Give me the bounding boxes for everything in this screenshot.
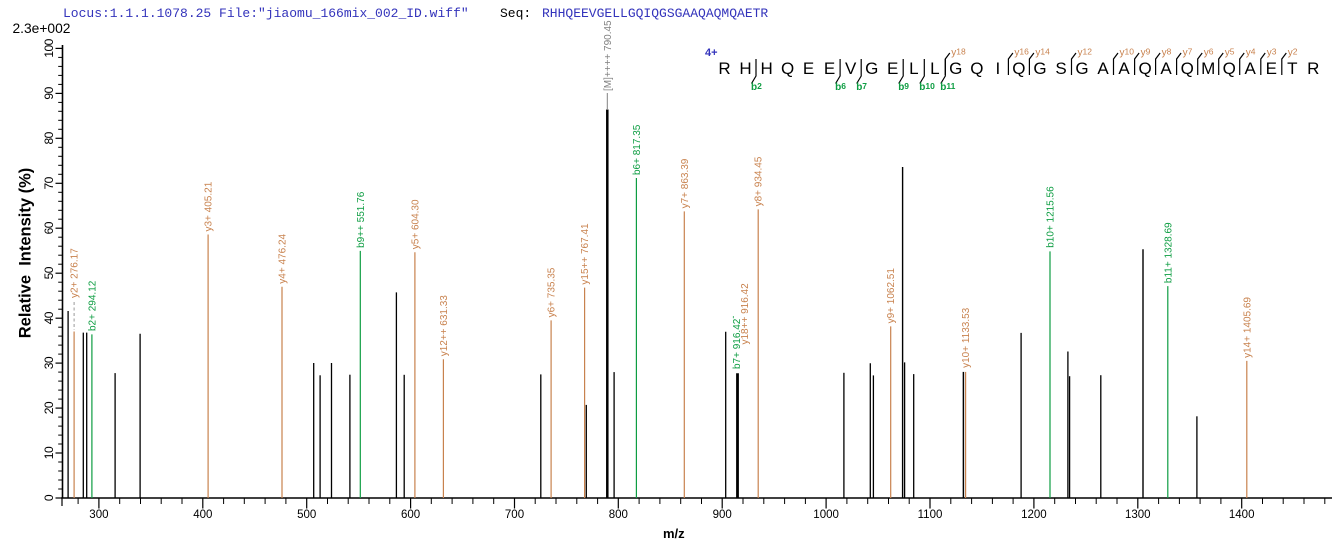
svg-text:y5: y5 <box>1225 47 1235 59</box>
svg-text:A: A <box>1160 59 1172 78</box>
svg-text:S: S <box>1055 59 1066 78</box>
svg-text:b6+ 817.35: b6+ 817.35 <box>632 124 643 175</box>
svg-text:1300: 1300 <box>1125 509 1151 521</box>
svg-text:y16: y16 <box>1014 47 1029 59</box>
svg-text:y2+ 276.17: y2+ 276.17 <box>70 248 81 298</box>
svg-text:M: M <box>1201 59 1215 78</box>
svg-text:2.3e+002: 2.3e+002 <box>13 21 71 36</box>
svg-text:400: 400 <box>193 509 212 521</box>
svg-text:20: 20 <box>42 401 56 414</box>
svg-text:y4: y4 <box>1246 47 1256 59</box>
svg-text:L: L <box>909 59 918 78</box>
svg-text:R: R <box>718 59 730 78</box>
svg-text:90: 90 <box>42 86 56 99</box>
svg-text:y18: y18 <box>951 47 966 59</box>
svg-text:y2: y2 <box>1288 47 1298 59</box>
svg-text:G: G <box>1075 59 1088 78</box>
svg-text:b9: b9 <box>898 81 909 93</box>
svg-text:A: A <box>1245 59 1257 78</box>
svg-text:E: E <box>887 59 898 78</box>
svg-text:b11: b11 <box>940 81 955 93</box>
svg-text:30: 30 <box>42 356 56 369</box>
svg-text:10: 10 <box>42 446 56 459</box>
svg-text:y7+ 863.39: y7+ 863.39 <box>680 158 691 208</box>
svg-text:1100: 1100 <box>918 509 943 521</box>
svg-text:H: H <box>739 59 751 78</box>
svg-text:y8+ 934.45: y8+ 934.45 <box>754 156 765 206</box>
svg-text:y3+ 405.21: y3+ 405.21 <box>204 181 215 231</box>
svg-text:4+: 4+ <box>705 47 718 59</box>
svg-text:b6: b6 <box>835 81 846 93</box>
svg-text:E: E <box>1266 59 1277 78</box>
svg-text:Seq:: Seq: <box>500 6 531 21</box>
svg-text:E: E <box>824 59 835 78</box>
svg-text:b9++ 551.76: b9++ 551.76 <box>356 191 367 248</box>
svg-text:y10: y10 <box>1120 47 1135 59</box>
svg-text:L: L <box>930 59 939 78</box>
svg-text:b11+ 1328.69: b11+ 1328.69 <box>1163 222 1174 283</box>
svg-text:G: G <box>1033 59 1046 78</box>
svg-text:500: 500 <box>297 509 316 521</box>
svg-text:100: 100 <box>42 38 56 57</box>
svg-text:80: 80 <box>42 131 56 144</box>
svg-text:m/z: m/z <box>663 526 685 541</box>
svg-text:1000: 1000 <box>813 509 839 521</box>
svg-text:600: 600 <box>401 509 420 521</box>
svg-text:R: R <box>1307 59 1319 78</box>
svg-text:800: 800 <box>609 509 628 521</box>
svg-text:Q: Q <box>1012 59 1025 78</box>
svg-text:E: E <box>803 59 814 78</box>
svg-text:y9+ 1062.51: y9+ 1062.51 <box>886 268 897 324</box>
svg-text:b10: b10 <box>919 81 935 93</box>
svg-text:y6: y6 <box>1204 47 1214 59</box>
svg-text:Q: Q <box>1223 59 1236 78</box>
svg-text:I: I <box>996 59 1001 78</box>
svg-text:y4+ 476.24: y4+ 476.24 <box>278 233 289 283</box>
svg-text:y5+ 604.30: y5+ 604.30 <box>410 199 421 249</box>
svg-text:y9: y9 <box>1141 47 1151 59</box>
svg-text:Locus:1.1.1.1078.25 File:"jiao: Locus:1.1.1.1078.25 File:"jiaomu_166mix_… <box>63 6 469 21</box>
svg-text:T: T <box>1287 59 1297 78</box>
svg-text:300: 300 <box>89 509 108 521</box>
svg-text:G: G <box>949 59 962 78</box>
svg-text:RHHQEEVGELLGQIQGSGAAQAQMQAETR: RHHQEEVGELLGQIQGSGAAQAQMQAETR <box>542 6 768 21</box>
svg-text:60: 60 <box>42 221 56 234</box>
svg-text:y6+ 735.35: y6+ 735.35 <box>547 267 558 317</box>
svg-text:0: 0 <box>42 494 56 501</box>
svg-text:y14+ 1405.69: y14+ 1405.69 <box>1242 297 1253 358</box>
svg-text:Q: Q <box>1181 59 1194 78</box>
svg-text:H: H <box>760 59 772 78</box>
svg-text:y8: y8 <box>1162 47 1172 59</box>
svg-text:y10+ 1133.53: y10+ 1133.53 <box>961 307 972 368</box>
svg-text:y14: y14 <box>1035 47 1050 59</box>
svg-text:b10+ 1215.56: b10+ 1215.56 <box>1046 186 1057 248</box>
svg-text:Relative Intensity (%): Relative Intensity (%) <box>17 168 35 339</box>
svg-text:V: V <box>845 59 857 78</box>
svg-text:70: 70 <box>42 176 56 189</box>
svg-text:40: 40 <box>42 311 56 324</box>
svg-text:y3: y3 <box>1267 47 1277 59</box>
svg-text:Q: Q <box>970 59 983 78</box>
svg-text:Q: Q <box>781 59 794 78</box>
svg-text:50: 50 <box>42 266 56 279</box>
svg-text:b7: b7 <box>856 81 867 93</box>
svg-text:700: 700 <box>505 509 524 521</box>
svg-text:y12: y12 <box>1078 47 1093 59</box>
svg-text:900: 900 <box>713 509 732 521</box>
svg-text:Q: Q <box>1138 59 1151 78</box>
svg-text:A: A <box>1118 59 1130 78</box>
svg-text:y7: y7 <box>1183 47 1193 59</box>
svg-text:A: A <box>1097 59 1109 78</box>
svg-text:1400: 1400 <box>1229 509 1255 521</box>
svg-text:1200: 1200 <box>1021 509 1047 521</box>
svg-text:G: G <box>865 59 878 78</box>
svg-text:y15++ 767.41: y15++ 767.41 <box>580 223 591 285</box>
svg-text:b2+ 294.12: b2+ 294.12 <box>87 280 98 331</box>
svg-text:[M]++++ 790.45: [M]++++ 790.45 <box>603 20 614 91</box>
svg-text:y18++ 916.42: y18++ 916.42 <box>740 283 751 345</box>
svg-text:b2: b2 <box>751 81 762 93</box>
svg-text:y12++ 631.33: y12++ 631.33 <box>439 295 450 357</box>
svg-text:b7+ 916.42-: b7+ 916.42- <box>728 316 743 369</box>
